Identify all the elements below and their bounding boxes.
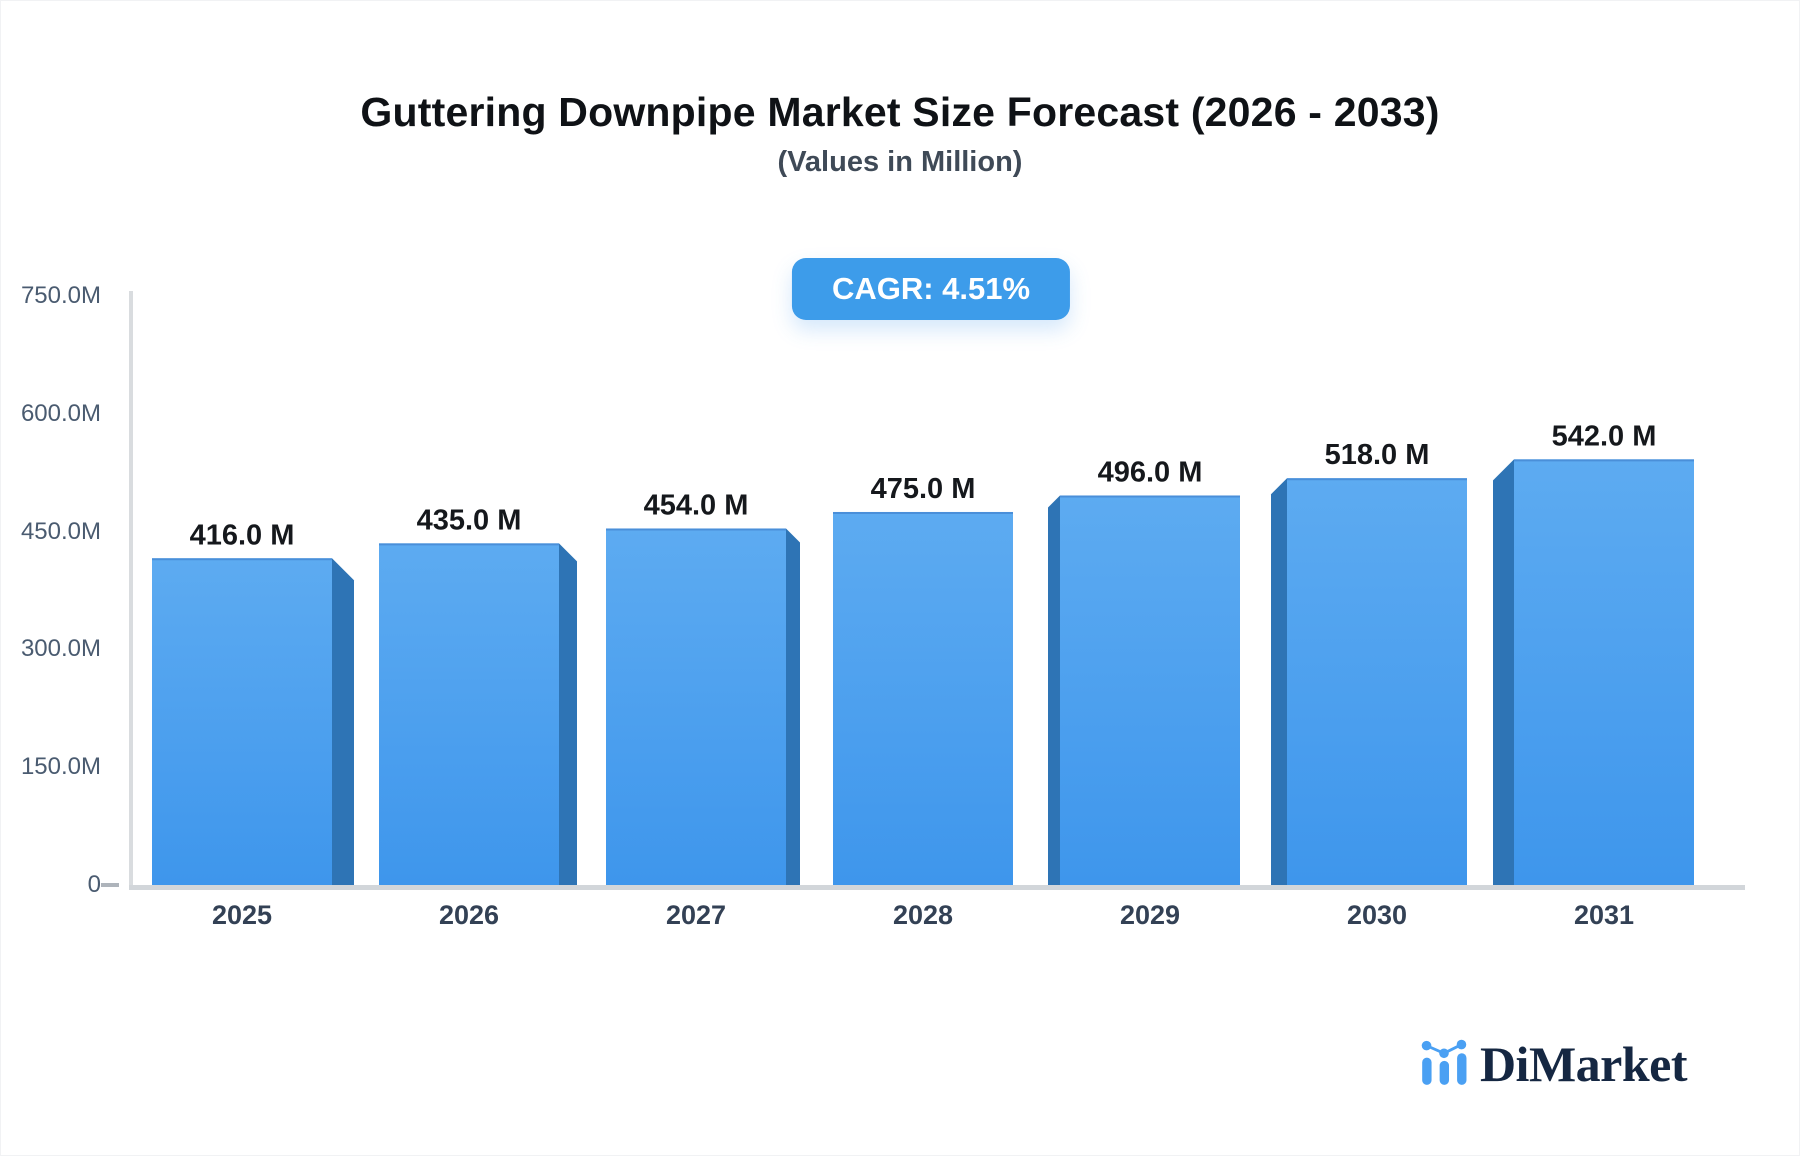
bar-value-label: 542.0 M: [1552, 420, 1657, 452]
x-axis-label: 2029: [1119, 900, 1181, 930]
x-axis-label: 2025: [211, 900, 273, 930]
bar-3d-side: [1271, 478, 1287, 885]
bar: [1514, 459, 1694, 885]
y-axis-line: [129, 291, 133, 885]
zero-tick: [101, 883, 119, 887]
bar-3d-side: [1493, 459, 1514, 885]
bar: [152, 558, 332, 885]
bar-3d-side: [332, 558, 354, 885]
x-axis-label: 2027: [665, 900, 727, 930]
dimarket-logo: DiMarket: [1420, 1036, 1688, 1092]
x-axis-label: 2031: [1573, 900, 1635, 930]
bar-3d-side: [786, 528, 800, 885]
mini-bar-line-chart-icon: [1421, 1039, 1467, 1085]
bar-3d-side: [559, 543, 577, 885]
bar: [833, 511, 1013, 885]
bar: [379, 543, 559, 885]
bar-value-label: 475.0 M: [871, 473, 976, 505]
x-axis-label: 2026: [438, 900, 500, 930]
x-axis-baseline: [129, 885, 1745, 890]
y-axis-label: 0: [87, 871, 101, 898]
bar-value-label: 518.0 M: [1325, 439, 1430, 471]
bar-value-label: 435.0 M: [417, 504, 522, 536]
y-axis-label: 750.0M: [20, 282, 101, 309]
bar-value-label: 416.0 M: [190, 519, 295, 551]
chart-title: Guttering Downpipe Market Size Forecast …: [360, 89, 1440, 135]
bar: [606, 528, 786, 885]
bar: [1060, 495, 1240, 885]
bar-3d-side: [1048, 495, 1060, 885]
y-axis-label: 300.0M: [20, 635, 101, 663]
x-axis-label: 2028: [892, 900, 954, 930]
chart-subtitle: (Values in Million): [777, 146, 1023, 178]
y-axis-label: 450.0M: [20, 517, 101, 545]
bar-value-label: 496.0 M: [1098, 456, 1203, 488]
x-axis-label: 2030: [1346, 900, 1408, 930]
bar: [1287, 478, 1467, 885]
y-axis-label: 150.0M: [20, 753, 101, 781]
bar-value-label: 454.0 M: [644, 489, 749, 521]
y-axis-label: 600.0M: [20, 399, 101, 427]
dimarket-logo-text: DiMarket: [1479, 1036, 1688, 1092]
cagr-badge: CAGR: 4.51%: [791, 258, 1071, 320]
